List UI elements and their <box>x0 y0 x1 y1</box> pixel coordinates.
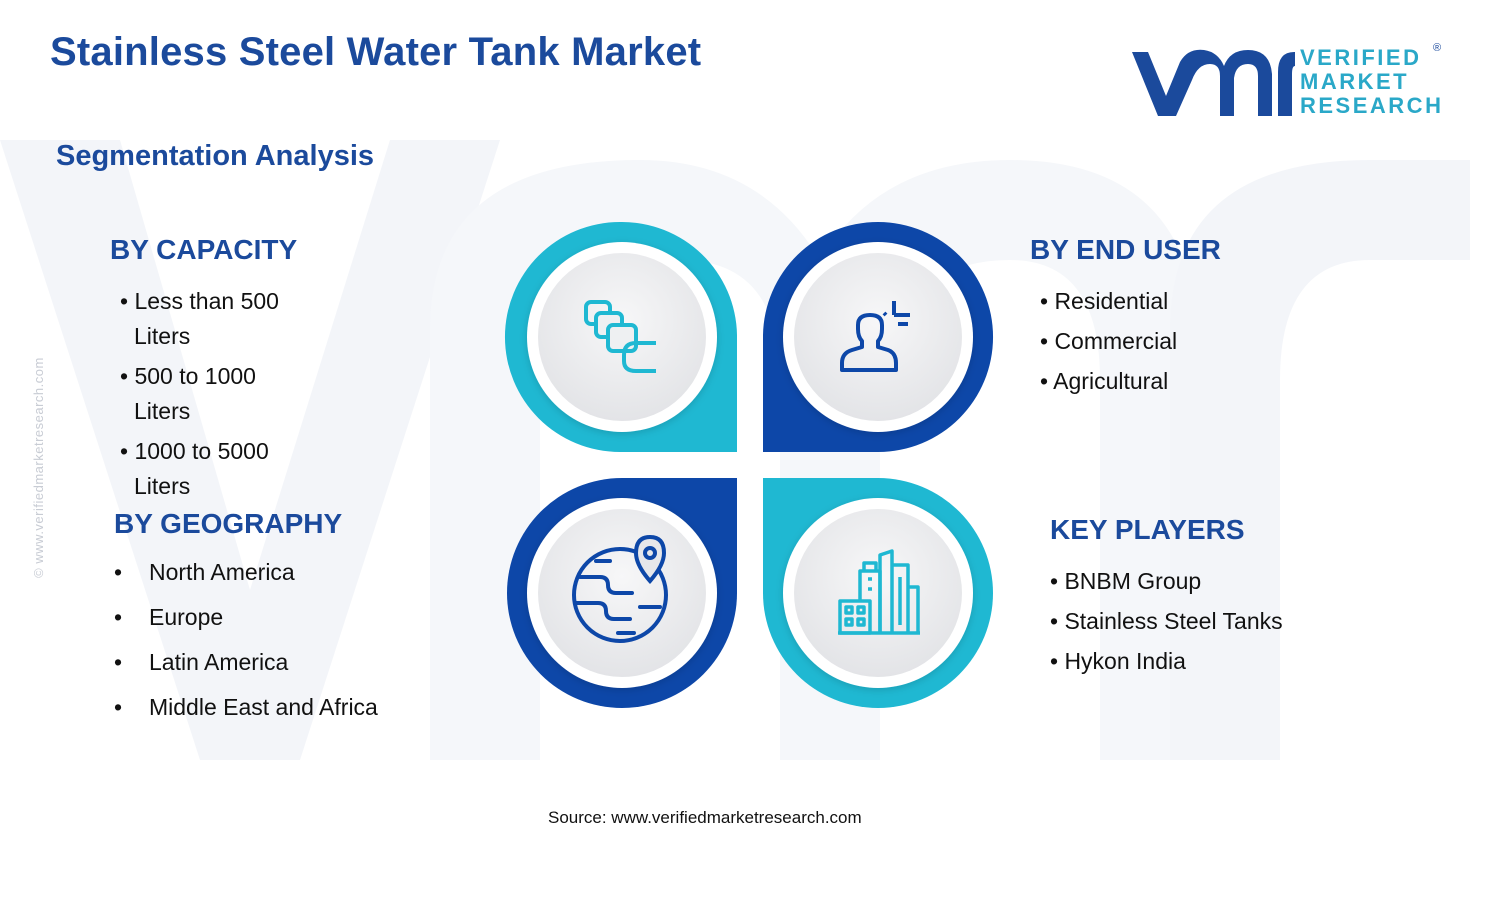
geography-item: Europe <box>149 604 224 630</box>
geography-item: Middle East and Africa <box>149 694 378 720</box>
segment-quadrant-graphic <box>504 221 994 708</box>
list-item: • Europe <box>114 600 378 645</box>
registered-mark: ® <box>1433 42 1442 54</box>
list-item: • 500 to 1000 Liters <box>120 359 279 429</box>
capacity-item-line: • 500 to 1000 <box>120 363 256 389</box>
list-item: • Less than 500 Liters <box>120 284 279 354</box>
side-watermark-text: © www.verifiedmarketresearch.com <box>30 357 46 578</box>
list-item: • BNBM Group <box>1050 568 1202 594</box>
list-item: • Stainless Steel Tanks <box>1050 608 1283 634</box>
geography-item: North America <box>149 559 295 585</box>
capacity-item-line: • 1000 to 5000 <box>120 438 269 464</box>
end-user-heading: BY END USER <box>1030 234 1221 265</box>
buildings-icon <box>838 549 920 635</box>
end-user-quadrant <box>763 221 994 452</box>
list-item: • Commercial <box>1040 328 1178 354</box>
list-item: • Middle East and Africa <box>114 690 378 735</box>
vmr-logo: VERIFIED MARKET RESEARCH ® <box>1130 42 1450 124</box>
user-icon <box>840 301 910 372</box>
bullet: • <box>114 559 123 585</box>
capacity-item-line: Liters <box>134 323 191 349</box>
vmr-logo-mark-icon <box>1132 49 1295 116</box>
capacity-heading: BY CAPACITY <box>110 234 298 265</box>
bullet: • <box>114 604 123 630</box>
key-players-list: • BNBM Group • Stainless Steel Tanks • H… <box>1050 564 1283 684</box>
capacity-item-line: • Less than 500 <box>120 288 279 314</box>
list-item: • Residential <box>1040 288 1169 314</box>
logo-line-verified: VERIFIED <box>1300 45 1422 70</box>
geography-item: Latin America <box>149 649 289 675</box>
logo-text: VERIFIED MARKET RESEARCH <box>1300 46 1443 118</box>
capacity-blocks-icon <box>584 300 656 373</box>
capacity-list: • Less than 500 Liters • 500 to 1000 Lit… <box>120 284 279 504</box>
geography-heading: BY GEOGRAPHY <box>114 508 343 539</box>
page-title: Stainless Steel Water Tank Market <box>50 30 702 74</box>
list-item: • Hykon India <box>1050 648 1186 674</box>
bullet: • <box>114 649 123 675</box>
list-item: • Agricultural <box>1040 368 1169 394</box>
globe-location-icon <box>572 534 668 643</box>
capacity-item-line: Liters <box>134 398 191 424</box>
logo-line-market: MARKET <box>1300 69 1410 94</box>
list-item: • North America <box>114 555 378 600</box>
capacity-item-line: Liters <box>134 473 191 499</box>
list-item: • Latin America <box>114 645 378 690</box>
logo-line-research: RESEARCH <box>1300 93 1444 118</box>
bullet: • <box>114 694 123 720</box>
list-item: • 1000 to 5000 Liters <box>120 434 279 504</box>
key-players-quadrant <box>763 478 993 708</box>
geography-list: • North America • Europe • Latin America • M… <box>114 555 378 735</box>
source-note: Source: www.verifiedmarketresearch.com <box>548 808 862 827</box>
key-players-heading: KEY PLAYERS <box>1050 514 1245 545</box>
page-subtitle: Segmentation Analysis <box>56 140 375 172</box>
end-user-list: • Residential • Commercial • Agricultura… <box>1040 284 1177 404</box>
